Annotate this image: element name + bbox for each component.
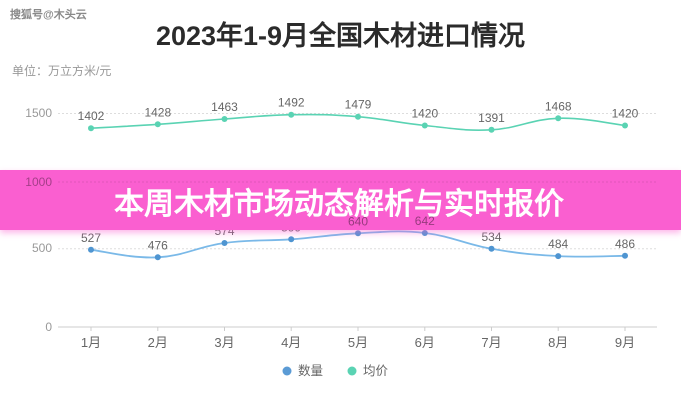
svg-text:642: 642 xyxy=(415,214,435,228)
svg-text:640: 640 xyxy=(348,214,368,228)
svg-text:1000: 1000 xyxy=(25,175,52,189)
